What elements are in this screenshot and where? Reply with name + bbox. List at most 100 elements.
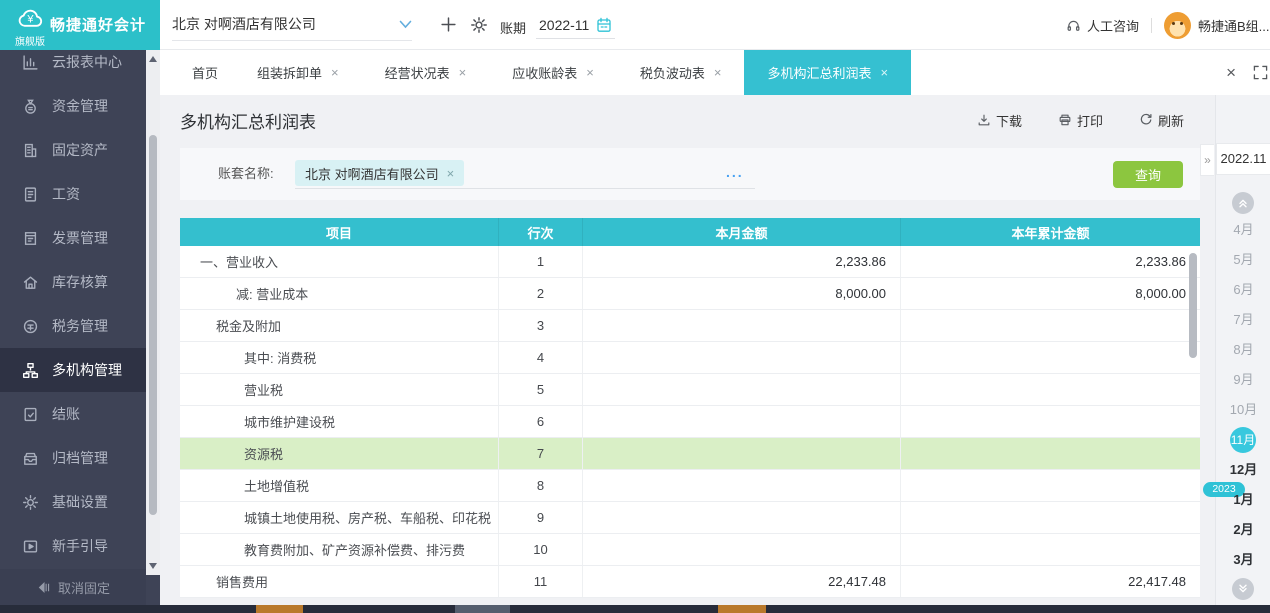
tab-home[interactable]: 首页	[192, 66, 219, 81]
support-button[interactable]: 人工咨询	[1066, 16, 1139, 35]
print-icon	[1059, 114, 1071, 126]
double-chevron-down-icon	[1239, 584, 1247, 593]
brand-title: 畅捷通好会计	[50, 17, 147, 34]
page-title: 多机构汇总利润表	[180, 113, 316, 132]
tab-business-status[interactable]: 经营状况表 ×	[384, 65, 467, 81]
table-row[interactable]: 城市维护建设税 6	[180, 406, 1200, 438]
table-row[interactable]: 土地增值税 8	[180, 470, 1200, 502]
scroll-up-arrow-icon[interactable]	[149, 56, 157, 62]
tab-tax-fluctuation[interactable]: 税负波动表 ×	[639, 65, 722, 81]
year-badge: 2023	[1203, 482, 1245, 497]
tab-multi-org-profit[interactable]: 多机构汇总利润表 ×	[744, 50, 912, 95]
table-row[interactable]: 其中: 消费税 4	[180, 342, 1200, 374]
table-row[interactable]: 税金及附加 3	[180, 310, 1200, 342]
table-row[interactable]: 一、营业收入 1 2,233.86 2,233.86	[180, 246, 1200, 278]
scrollbar-thumb[interactable]	[149, 135, 157, 515]
table-row[interactable]: 销售费用 11 22,417.48 22,417.48	[180, 566, 1200, 598]
period-picker[interactable]: 2022-11	[536, 11, 616, 39]
sidebar-item-archive[interactable]: 归档管理	[0, 436, 160, 480]
more-options-icon[interactable]: ...	[726, 164, 744, 180]
chevron-down-icon	[399, 20, 412, 28]
sidebar-item-closing[interactable]: 结账	[0, 392, 160, 436]
close-icon[interactable]: ×	[880, 65, 889, 80]
close-all-tabs-icon[interactable]: ×	[1226, 62, 1236, 82]
query-button[interactable]: 查询	[1113, 161, 1183, 188]
month-item[interactable]: 7月	[1233, 312, 1254, 327]
building-icon	[24, 143, 37, 157]
fullscreen-icon[interactable]	[1253, 65, 1268, 80]
rail-collapse-button[interactable]: »	[1200, 144, 1214, 176]
company-name: 北京 对啊酒店有限公司	[172, 16, 316, 32]
tabbar-tools: ×	[1226, 50, 1270, 95]
org-icon	[23, 362, 38, 378]
months-scroll-up-button[interactable]	[1232, 192, 1254, 214]
headset-icon	[1067, 20, 1080, 31]
period-value: 2022-11	[539, 16, 590, 33]
sidebar-item-tax[interactable]: 税务管理	[0, 304, 160, 348]
double-chevron-up-icon	[1239, 199, 1247, 208]
user-avatar[interactable]	[1164, 11, 1192, 39]
sidebar-scrollbar[interactable]	[146, 50, 160, 575]
month-item[interactable]: 4月	[1233, 222, 1254, 237]
month-item-active[interactable]: 11月	[1230, 427, 1256, 453]
sidebar-item-multi-org[interactable]: 多机构管理	[0, 348, 160, 392]
month-item[interactable]: 8月	[1233, 342, 1254, 357]
month-item[interactable]: 9月	[1233, 372, 1254, 387]
table-row[interactable]: 减: 营业成本 2 8,000.00 8,000.00	[180, 278, 1200, 310]
sidebar-item-funds[interactable]: 资金管理	[0, 84, 160, 128]
month-item[interactable]: 6月	[1233, 282, 1254, 297]
unpin-icon	[38, 581, 50, 593]
unpin-sidebar-button[interactable]: 取消固定	[0, 569, 146, 605]
table-row[interactable]: 营业税 5	[180, 374, 1200, 406]
sidebar-menu: 云报表中心 资金管理 固定资产 工资 发票管理 库存核算	[0, 50, 160, 568]
month-item[interactable]: 2月	[1233, 522, 1254, 537]
month-item[interactable]: 3月	[1233, 552, 1254, 567]
table-row-highlighted[interactable]: 资源税 7	[180, 438, 1200, 470]
download-button[interactable]: 下载	[977, 111, 1022, 130]
account-set-tag[interactable]: 北京 对啊酒店有限公司 ×	[295, 160, 465, 186]
account-set-input[interactable]	[295, 188, 755, 189]
table-row[interactable]: 城镇土地使用税、房产税、车船税、印花税 9	[180, 502, 1200, 534]
close-icon[interactable]: ×	[713, 65, 722, 80]
month-item[interactable]: 5月	[1233, 252, 1254, 267]
company-selector[interactable]: 北京 对啊酒店有限公司	[172, 8, 412, 41]
sidebar-item-cloud-reports[interactable]: 云报表中心	[0, 50, 160, 84]
month-item[interactable]: 10月	[1229, 402, 1258, 417]
divider	[1151, 17, 1153, 33]
brand-edition-badge: 旗舰版	[15, 37, 45, 48]
col-header-month: 本月金额	[583, 218, 901, 246]
page-actions: 下载 打印 刷新	[180, 95, 1200, 145]
brand-logo[interactable]: ¥ 畅捷通好会计 旗舰版	[0, 0, 160, 50]
refresh-button[interactable]: 刷新	[1139, 111, 1184, 130]
months-scroll-down-button[interactable]	[1232, 578, 1254, 600]
table-scrollbar-thumb[interactable]	[1189, 253, 1197, 358]
current-period-label[interactable]: 2022.11	[1216, 143, 1270, 175]
close-icon[interactable]: ×	[331, 65, 339, 80]
add-button[interactable]	[440, 16, 457, 33]
scroll-down-arrow-icon[interactable]	[149, 563, 157, 569]
sidebar-item-settings[interactable]: 基础设置	[0, 480, 160, 524]
main-content: 多机构汇总利润表 下载 打印 刷新 账套名称: 北京 对啊酒店有限公司 × ..…	[160, 95, 1270, 605]
close-icon[interactable]: ×	[458, 65, 467, 80]
sidebar-item-payroll[interactable]: 工资	[0, 172, 160, 216]
close-icon[interactable]: ×	[586, 65, 594, 80]
tag-close-icon[interactable]: ×	[446, 165, 455, 181]
table-row[interactable]: 教育费附加、矿产资源补偿费、排污费 10	[180, 534, 1200, 566]
settings-gear-icon[interactable]	[470, 16, 488, 34]
month-item[interactable]: 1月	[1233, 492, 1254, 507]
sidebar-item-inventory[interactable]: 库存核算	[0, 260, 160, 304]
sidebar-item-fixed-assets[interactable]: 固定资产	[0, 128, 160, 172]
sidebar-item-guide[interactable]: 新手引导	[0, 524, 160, 568]
user-name[interactable]: 畅捷通B组...	[1198, 18, 1270, 34]
guide-icon	[23, 539, 38, 553]
table-header-row: 项目 行次 本月金额 本年累计金额	[180, 218, 1200, 246]
month-item[interactable]: 12月	[1229, 462, 1258, 477]
col-header-line: 行次	[499, 218, 583, 246]
tab-assembly-order[interactable]: 组装拆卸单 ×	[257, 65, 339, 81]
download-icon	[978, 114, 990, 126]
sidebar-item-invoices[interactable]: 发票管理	[0, 216, 160, 260]
sidebar: 云报表中心 资金管理 固定资产 工资 发票管理 库存核算	[0, 50, 160, 605]
tab-receivables-aging[interactable]: 应收账龄表 ×	[512, 65, 594, 81]
print-button[interactable]: 打印	[1058, 111, 1103, 130]
os-taskbar	[0, 605, 1270, 613]
